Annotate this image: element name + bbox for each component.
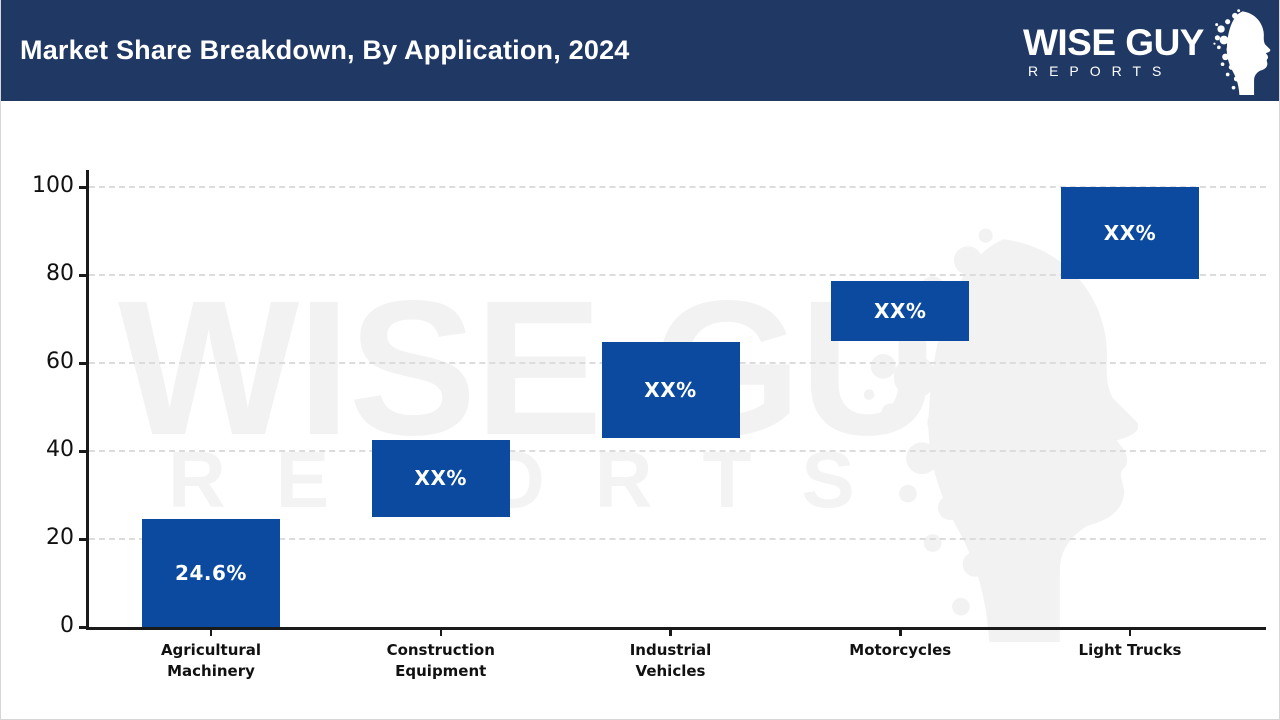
y-tick-label-0: 0 [60, 613, 74, 638]
y-tick-label-40: 40 [46, 437, 74, 462]
gridline-80 [89, 274, 1266, 276]
logo-wordmark: WISE GUY [1022, 21, 1205, 63]
wiseguy-logo: WISE GUY REPORTS [1023, 0, 1272, 101]
x-category-label: Light Trucks [1018, 640, 1242, 661]
header-bar: Market Share Breakdown, By Application, … [0, 0, 1280, 101]
bar-value-label: 24.6% [175, 560, 247, 585]
bar-segment: XX% [601, 341, 740, 438]
gridline-100 [89, 186, 1266, 188]
x-category-label-line: Agricultural [160, 641, 262, 659]
y-tick-label-60: 60 [46, 349, 74, 374]
y-tickmark-40 [79, 450, 88, 453]
y-tick-label-100: 100 [32, 173, 74, 198]
gridline-20 [89, 538, 1266, 540]
x-category-label-line: Construction [386, 641, 495, 659]
x-tickmark [1128, 629, 1132, 636]
y-axis [86, 170, 89, 629]
x-category-label-line: Light Trucks [1078, 641, 1182, 659]
x-tickmark [209, 629, 213, 636]
bar-segment: XX% [1061, 187, 1199, 280]
watermark-reports-label: REPORTS [168, 435, 905, 524]
bar-value-label: XX% [1103, 221, 1157, 246]
x-category-label: Construction Equipment [329, 640, 553, 682]
bar-value-label: XX% [414, 466, 467, 491]
x-category-label-line: Industrial [629, 641, 712, 659]
bar-segment: 24.6% [142, 518, 280, 627]
logo-reports-label: REPORTS [1027, 62, 1173, 79]
x-tickmark [439, 629, 442, 636]
x-tickmark [899, 629, 902, 636]
x-category-label-line: Equipment [395, 662, 487, 680]
logo-dotted-head-icon [1213, 8, 1271, 95]
gridline-40 [89, 450, 1266, 452]
x-axis [86, 627, 1266, 630]
bar-value-label: XX% [644, 377, 697, 402]
x-tickmark [669, 629, 672, 636]
y-tickmark-0 [79, 626, 88, 629]
y-tickmark-20 [79, 538, 88, 541]
bar-segment: XX% [831, 281, 970, 341]
y-tickmark-60 [79, 362, 88, 365]
y-tick-label-20: 20 [46, 525, 74, 550]
logo-text-block: WISE GUY REPORTS [1022, 21, 1205, 79]
x-category-label: Industrial Vehicles [559, 640, 783, 682]
x-category-label: Motorcycles [788, 640, 1012, 661]
y-tick-label-80: 80 [46, 261, 74, 286]
x-category-label-line: Vehicles [635, 662, 706, 680]
page-title: Market Share Breakdown, By Application, … [20, 35, 630, 65]
bar-segment: XX% [371, 439, 510, 517]
y-tickmark-100 [79, 186, 88, 189]
x-category-label: Agricultural Machinery [99, 640, 323, 682]
bar-value-label: XX% [874, 299, 927, 324]
x-category-label-line: Motorcycles [849, 641, 952, 659]
x-category-label-line: Machinery [167, 662, 255, 680]
y-tickmark-80 [79, 274, 88, 277]
